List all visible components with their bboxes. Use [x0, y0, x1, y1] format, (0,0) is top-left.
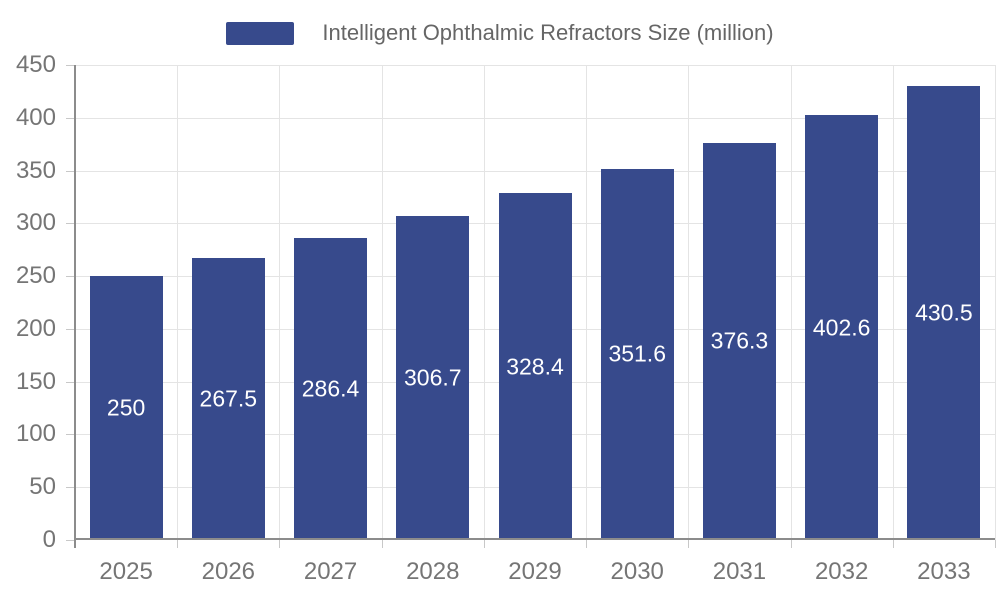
y-axis-tick-label: 200 — [15, 314, 56, 342]
plot-area: 250 267.5 286.4 306.7 328.4 351.6 376.3 402.6 43… — [66, 65, 996, 548]
x-axis-tick-label: 2033 — [917, 558, 971, 585]
grid-line-v — [688, 65, 690, 540]
x-axis-tick — [279, 540, 281, 548]
bar-2025: 250 — [89, 276, 163, 540]
y-axis-tick — [66, 328, 75, 330]
bar-value-label: 250 — [106, 394, 146, 421]
x-axis-tick — [586, 540, 588, 548]
x-axis-tick — [995, 540, 996, 548]
bar-value-label: 430.5 — [915, 299, 973, 326]
bar-2027: 286.4 — [294, 237, 368, 540]
bar-2029: 328.4 — [498, 193, 572, 540]
bar-2028: 306.7 — [396, 216, 470, 540]
y-axis-tick-label: 450 — [15, 51, 56, 78]
bar-2026: 267.5 — [191, 257, 265, 540]
y-axis-tick-label: 250 — [15, 262, 56, 290]
y-axis-tick-label: 100 — [15, 420, 56, 448]
legend-label: Intelligent Ophthalmic Refractors Size (… — [322, 20, 774, 45]
bar-2030: 351.6 — [600, 168, 674, 540]
grid-line-v — [177, 65, 179, 540]
legend-swatch-icon — [226, 21, 295, 45]
y-axis-tick-label: 150 — [15, 367, 56, 395]
bar-value-label: 267.5 — [199, 385, 258, 412]
y-axis-tick-label: 300 — [15, 209, 56, 237]
grid-line-h — [75, 65, 995, 66]
x-axis-tick-label: 2028 — [406, 558, 460, 585]
bar-2033: 430.5 — [907, 85, 981, 540]
x-axis-tick-label: 2026 — [201, 558, 256, 585]
y-axis-tick-label: 0 — [42, 526, 56, 553]
x-axis-tick — [892, 540, 894, 548]
y-axis-tick — [66, 170, 75, 172]
x-axis-tick — [381, 540, 383, 548]
grid-line-v — [790, 65, 792, 540]
y-axis-tick — [66, 434, 75, 436]
x-axis-tick — [790, 540, 792, 548]
grid-line-v — [279, 65, 281, 540]
y-axis-tick-label: 400 — [15, 103, 56, 131]
x-axis-tick-label: 2030 — [610, 558, 664, 585]
y-axis-tick — [66, 540, 75, 541]
y-axis-tick — [66, 487, 75, 489]
x-axis-tick — [177, 540, 179, 548]
legend[interactable]: Intelligent Ophthalmic Refractors Size (… — [0, 20, 1000, 45]
x-axis-tick-label: 2032 — [814, 558, 869, 585]
grid-line-v — [995, 65, 996, 540]
bar-2031: 376.3 — [702, 142, 776, 540]
y-axis-tick — [66, 117, 75, 119]
y-axis-tick — [66, 65, 75, 66]
grid-line-h — [75, 170, 995, 172]
grid-line-v — [381, 65, 383, 540]
y-axis-tick — [66, 223, 75, 225]
grid-line-v — [586, 65, 588, 540]
y-axis-line — [74, 65, 76, 548]
grid-line-v — [892, 65, 894, 540]
x-axis-line — [74, 538, 995, 540]
bar-value-label: 402.6 — [812, 314, 871, 340]
x-axis-tick-label: 2027 — [303, 558, 358, 585]
grid-line-v — [483, 65, 485, 540]
x-axis-tick-label: 2025 — [99, 558, 153, 585]
bar-value-label: 286.4 — [301, 375, 360, 402]
y-axis-tick — [66, 276, 75, 278]
grid-line-h — [75, 117, 995, 119]
x-axis-tick — [688, 540, 690, 548]
bar-value-label: 328.4 — [506, 353, 564, 380]
x-axis-tick-label: 2031 — [712, 558, 767, 585]
bar-value-label: 306.7 — [403, 364, 462, 391]
x-axis-tick — [483, 540, 485, 548]
y-axis-tick-label: 50 — [29, 473, 56, 501]
x-axis-tick-label: 2029 — [508, 558, 562, 585]
bar-value-label: 351.6 — [608, 340, 666, 367]
bar-value-label: 376.3 — [710, 327, 769, 354]
y-axis-tick-label: 350 — [15, 156, 56, 184]
y-axis-tick — [66, 381, 75, 383]
bar-2032: 402.6 — [805, 115, 879, 540]
